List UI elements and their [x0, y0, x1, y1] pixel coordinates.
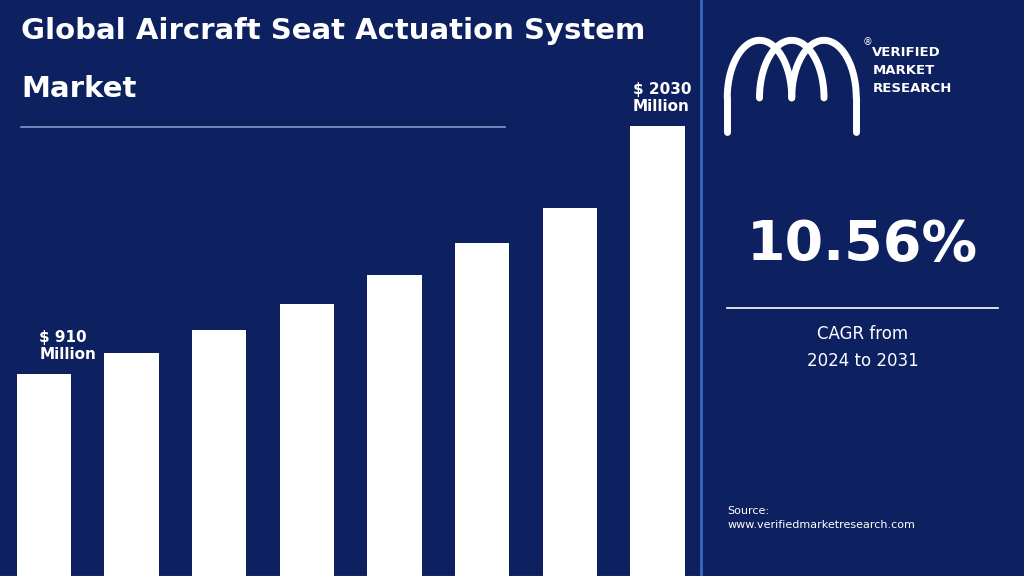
Bar — [368, 275, 422, 576]
Text: 10.56%: 10.56% — [748, 218, 978, 272]
Point — [100, 573, 113, 576]
Text: $ 2030
Million: $ 2030 Million — [633, 82, 691, 114]
Text: Market: Market — [22, 75, 136, 103]
Point — [40, 573, 52, 576]
Text: Global Aircraft Seat Actuation System: Global Aircraft Seat Actuation System — [22, 17, 645, 46]
Text: Source:
www.verifiedmarketresearch.com: Source: www.verifiedmarketresearch.com — [727, 506, 915, 530]
Text: VERIFIED
MARKET
RESEARCH: VERIFIED MARKET RESEARCH — [872, 46, 951, 95]
Bar — [104, 353, 159, 576]
Bar — [280, 304, 334, 576]
Bar — [455, 244, 509, 576]
Text: $ 910
Million: $ 910 Million — [40, 330, 96, 362]
Text: ®: ® — [862, 37, 872, 47]
Text: CAGR from
2024 to 2031: CAGR from 2024 to 2031 — [807, 325, 919, 370]
Bar — [193, 329, 247, 576]
Bar — [631, 126, 685, 576]
Bar — [16, 374, 71, 576]
Bar — [543, 209, 597, 576]
